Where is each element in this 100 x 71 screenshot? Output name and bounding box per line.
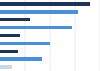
Bar (0, 42, 50, 45)
Bar (0, 49, 18, 53)
Bar (0, 57, 42, 61)
Bar (0, 18, 30, 22)
Bar (0, 65, 12, 69)
Bar (0, 34, 20, 37)
Bar (0, 26, 72, 29)
Bar (0, 2, 90, 6)
Bar (0, 10, 78, 14)
